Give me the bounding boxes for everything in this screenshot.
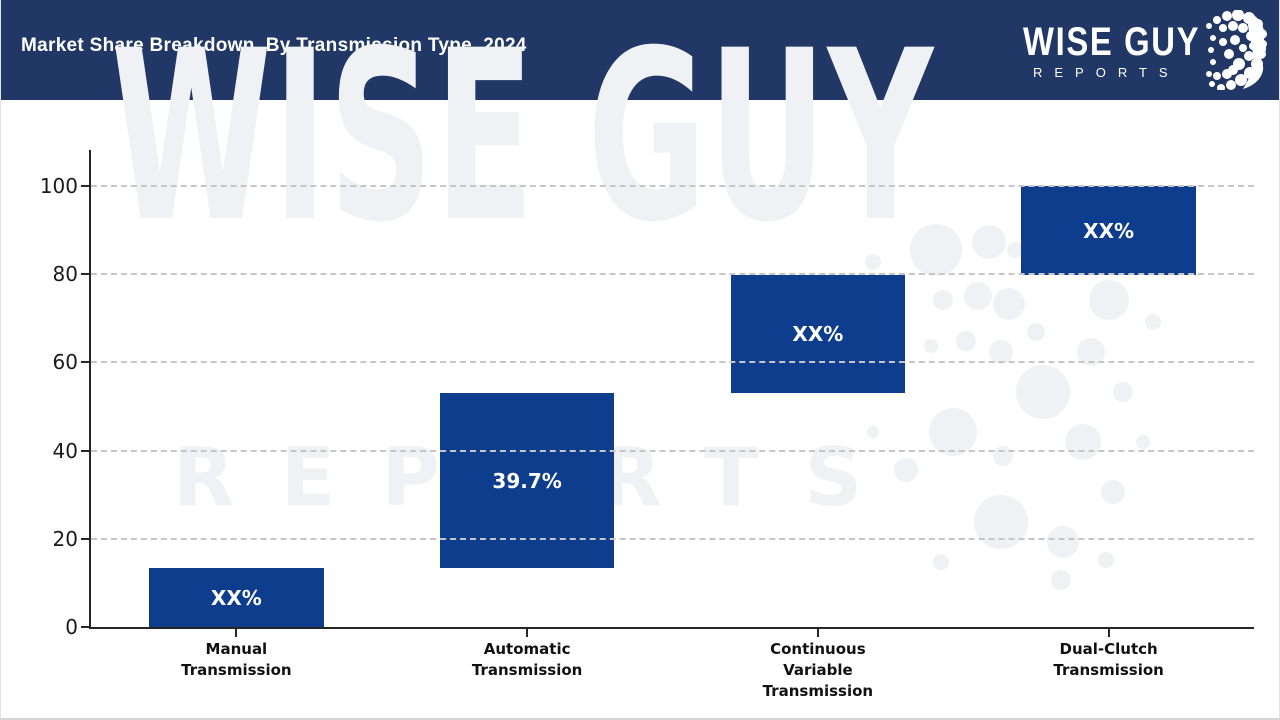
bar-value-label: XX% — [210, 585, 262, 610]
logo-wordmark-text: WISE GUY — [1023, 20, 1201, 64]
y-tick-label: 40 — [52, 438, 78, 463]
watermark-dots-icon — [865, 224, 1161, 590]
y-tick-label: 80 — [52, 262, 78, 287]
x-tick-label: Manual Transmission — [181, 640, 292, 679]
x-axis — [89, 627, 1254, 629]
x-tick-label: Dual-Clutch Transmission — [1053, 640, 1164, 679]
y-tick-mark — [81, 185, 89, 187]
y-axis — [89, 150, 91, 629]
x-tick-mark — [1107, 629, 1110, 637]
logo-face-icon — [1206, 10, 1267, 90]
chart-title: Market Share Breakdown, By Transmission … — [21, 35, 527, 56]
y-tick-mark — [81, 626, 89, 628]
header-banner: Market Share Breakdown, By Transmission … — [1, 0, 1279, 100]
gridline — [91, 449, 1254, 452]
y-tick-mark — [81, 449, 89, 452]
y-tick-label: 20 — [52, 526, 78, 551]
plot: XX% 39.7% XX% XX% 0 20 40 60 80 100 Manual Transmis… — [1, 100, 1279, 718]
bar-value-label: XX% — [1083, 218, 1135, 243]
y-tick-mark — [81, 537, 89, 540]
chart-area: WISE GUY REPORTS XX% 39.7% XX% XX% 0 — [1, 20, 1279, 718]
gridline — [91, 185, 1254, 187]
x-tick-label: Continuous Variable Transmission — [762, 640, 874, 700]
x-tick-mark — [235, 629, 238, 637]
wise-guy-logo: WISE GUY REPORTS — [1017, 10, 1267, 92]
bar-segment: XX% — [149, 568, 324, 627]
watermark-wordmark-text: WISE GUY — [111, 1, 935, 274]
x-tick-label: Automatic Transmission — [471, 640, 583, 679]
y-tick-label: 0 — [65, 615, 78, 639]
bar-segment: XX% — [1021, 186, 1196, 276]
x-tick-mark — [816, 629, 819, 637]
bar-segment: XX% — [730, 275, 906, 394]
gridline — [91, 361, 1254, 364]
bar-value-label: 39.7% — [492, 468, 562, 493]
y-tick-mark — [81, 361, 89, 364]
gridline — [91, 537, 1254, 540]
gridline — [91, 273, 1254, 276]
y-tick-mark — [81, 273, 89, 276]
y-tick-label: 60 — [52, 350, 78, 375]
bar-segment: 39.7% — [439, 393, 615, 569]
bar-value-label: XX% — [792, 322, 844, 347]
logo-reports-text: REPORTS — [1033, 65, 1180, 80]
y-tick-label: 100 — [39, 174, 78, 198]
x-tick-mark — [526, 629, 529, 637]
